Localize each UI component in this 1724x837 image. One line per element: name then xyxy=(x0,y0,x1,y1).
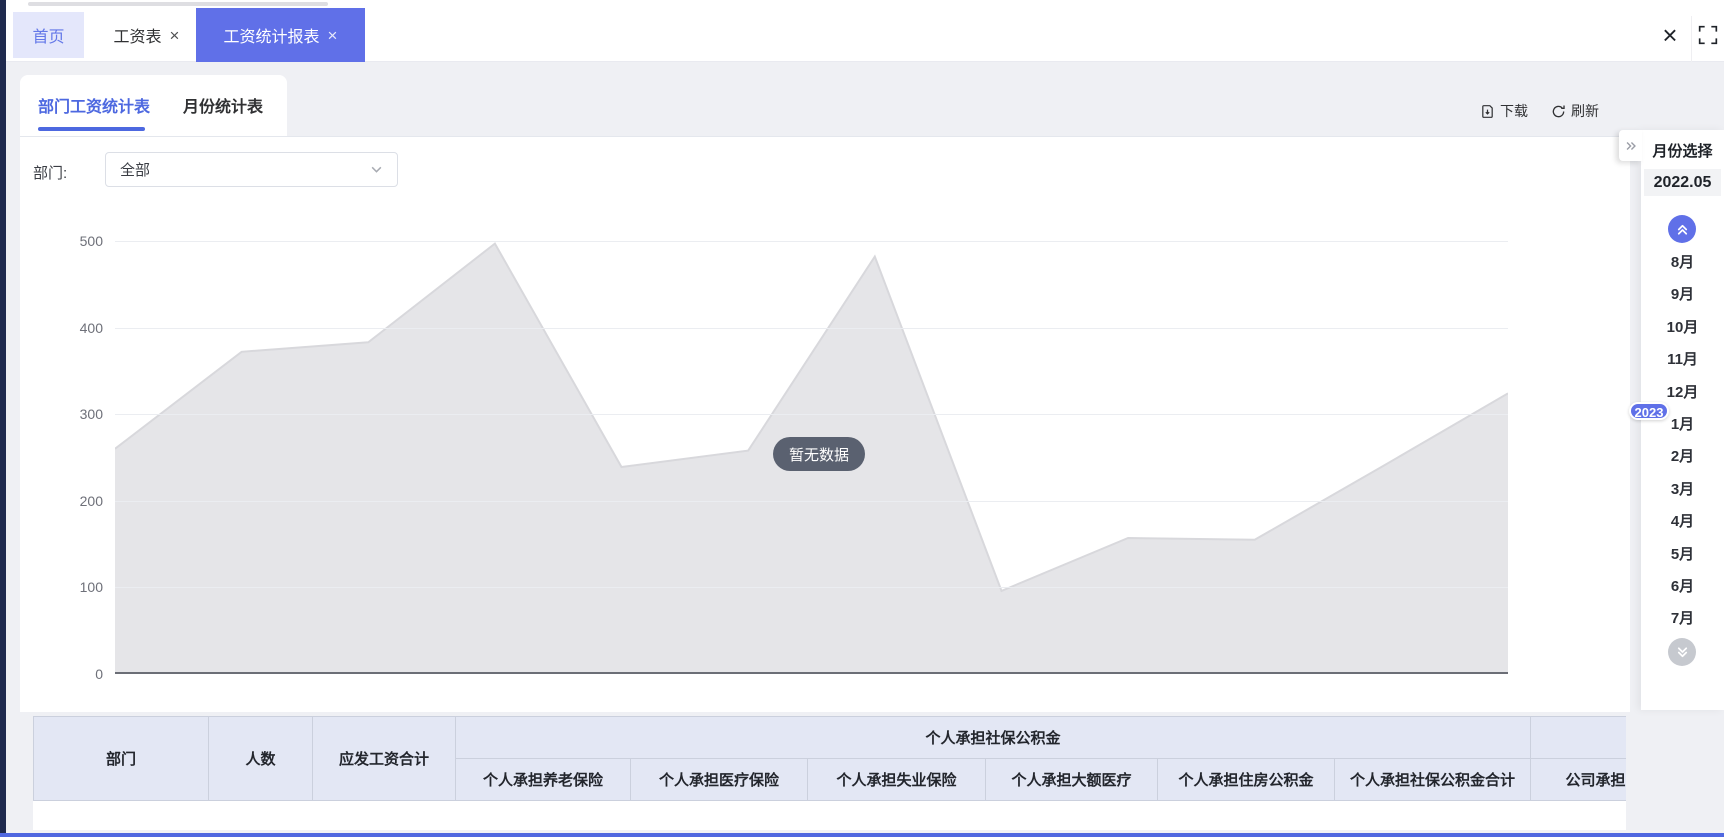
gridline xyxy=(115,241,1508,242)
scroll-up-button[interactable] xyxy=(1668,215,1696,243)
gridline xyxy=(115,587,1508,589)
group-company-insurance xyxy=(1530,716,1626,759)
tab-salary-report-label: 工资统计报表 xyxy=(223,29,320,46)
col-department: 部门 xyxy=(33,716,209,801)
chart-panel: 部门: 全部 暂无数据 0 100 200 300 400 500 xyxy=(20,137,1630,712)
month-item[interactable]: 12月 xyxy=(1666,383,1699,401)
month-item[interactable]: 2月 xyxy=(1670,448,1695,466)
y-axis-label: 0 xyxy=(95,666,103,682)
chevron-down-icon xyxy=(371,166,382,173)
col-major-medical: 个人承担大额医疗 xyxy=(985,758,1158,801)
download-button[interactable]: 下载 xyxy=(1480,101,1528,121)
month-item[interactable]: 9月 xyxy=(1670,286,1695,304)
month-item[interactable]: 4月 xyxy=(1670,513,1695,531)
month-list: 8月 9月 10月 11月 12月 1月 2月 3月 4月 5月 6月 7月 xyxy=(1641,247,1724,636)
month-item[interactable]: 3月 xyxy=(1670,480,1695,498)
download-icon xyxy=(1482,104,1493,118)
tab-salary-sheet-label: 工资表 xyxy=(113,29,162,46)
top-strip-bar xyxy=(28,2,328,6)
bottom-accent-line xyxy=(0,833,1724,837)
month-item[interactable]: 10月 xyxy=(1666,318,1699,336)
gridline xyxy=(115,327,1508,329)
active-tab-underline xyxy=(38,127,145,131)
tab-home-label: 首页 xyxy=(32,29,65,46)
refresh-button[interactable]: 刷新 xyxy=(1551,101,1599,121)
col-company: 公司承担 xyxy=(1530,758,1626,801)
report-tab-month[interactable]: 月份统计表 xyxy=(183,99,264,116)
refresh-label: 刷新 xyxy=(1571,103,1599,119)
y-axis-label: 400 xyxy=(79,319,103,336)
col-unemployment: 个人承担失业保险 xyxy=(807,758,986,801)
x-axis-line xyxy=(115,672,1508,674)
left-edge-strip xyxy=(0,0,6,837)
tab-salary-sheet[interactable]: 工资表 × xyxy=(97,12,196,58)
top-strip xyxy=(6,0,1724,8)
month-item[interactable]: 6月 xyxy=(1670,577,1695,595)
y-axis-label: 200 xyxy=(79,492,103,509)
month-item[interactable]: 5月 xyxy=(1670,545,1695,563)
area-series-outline xyxy=(115,242,1508,593)
scroll-down-button[interactable] xyxy=(1668,638,1696,666)
month-item[interactable]: 7月 xyxy=(1670,610,1695,628)
month-panel: 月份选择 2022.05 8月 9月 10月 11月 12月 1月 2月 3月 … xyxy=(1619,130,1724,710)
col-personal-total: 个人承担社保公积金合计 xyxy=(1333,758,1532,801)
table-row xyxy=(33,800,1626,831)
summary-table: 部门 人数 应发工资合计 个人承担社保公积金 个人承担养老保险 个人承担医疗保险… xyxy=(33,716,1626,831)
gridline xyxy=(115,414,1508,416)
bottom-strip xyxy=(6,830,1724,833)
window-tab-bar: 首页 工资表 × 工资统计报表 × × xyxy=(6,8,1724,62)
col-pension: 个人承担养老保险 xyxy=(455,758,631,801)
divider xyxy=(1691,16,1692,62)
chevrons-right-icon xyxy=(1626,141,1636,150)
department-select[interactable]: 全部 xyxy=(105,152,398,187)
report-tab-strip xyxy=(20,75,287,137)
close-icon[interactable]: × xyxy=(169,25,180,45)
col-gross-total: 应发工资合计 xyxy=(312,716,456,801)
col-medical: 个人承担医疗保险 xyxy=(630,758,808,801)
summary-table-container: 部门 人数 应发工资合计 个人承担社保公积金 个人承担养老保险 个人承担医疗保险… xyxy=(33,716,1626,831)
download-label: 下载 xyxy=(1500,103,1528,119)
col-headcount: 人数 xyxy=(208,716,313,801)
gridline xyxy=(115,500,1508,502)
no-data-tooltip: 暂无数据 xyxy=(773,437,865,471)
report-card: 部门工资统计表 月份统计表 下载 刷新 部门: 全部 xyxy=(20,75,1630,712)
tab-home[interactable]: 首页 xyxy=(13,12,84,58)
col-housing-fund: 个人承担住房公积金 xyxy=(1157,758,1335,801)
y-axis-label: 100 xyxy=(79,579,103,596)
month-item[interactable]: 11月 xyxy=(1667,351,1698,369)
selected-month: 2022.05 xyxy=(1644,169,1721,196)
refresh-icon xyxy=(1552,105,1565,117)
y-axis-label: 300 xyxy=(79,406,103,423)
tab-salary-report-active[interactable]: 工资统计报表 × xyxy=(196,8,365,62)
collapse-panel-button[interactable] xyxy=(1619,130,1642,161)
year-2023-badge: 2023 xyxy=(1629,402,1669,420)
group-personal-insurance: 个人承担社保公积金 xyxy=(454,716,1532,759)
department-filter-label: 部门: xyxy=(33,165,68,182)
window-close-button[interactable]: × xyxy=(1662,19,1678,50)
divider xyxy=(20,136,1630,137)
month-item[interactable]: 1月 xyxy=(1670,415,1695,433)
department-select-value: 全部 xyxy=(120,162,151,179)
chevrons-down-icon xyxy=(1677,646,1687,657)
y-axis-label: 500 xyxy=(79,233,103,249)
chevrons-up-icon xyxy=(1677,224,1687,235)
salary-area-chart: 暂无数据 0 100 200 300 400 500 xyxy=(80,233,1508,682)
report-tab-department[interactable]: 部门工资统计表 xyxy=(38,99,151,116)
fullscreen-button[interactable] xyxy=(1698,25,1718,45)
month-panel-title: 月份选择 xyxy=(1652,143,1713,160)
month-item[interactable]: 8月 xyxy=(1670,254,1695,271)
fullscreen-icon xyxy=(1698,25,1718,45)
close-icon[interactable]: × xyxy=(327,25,338,45)
